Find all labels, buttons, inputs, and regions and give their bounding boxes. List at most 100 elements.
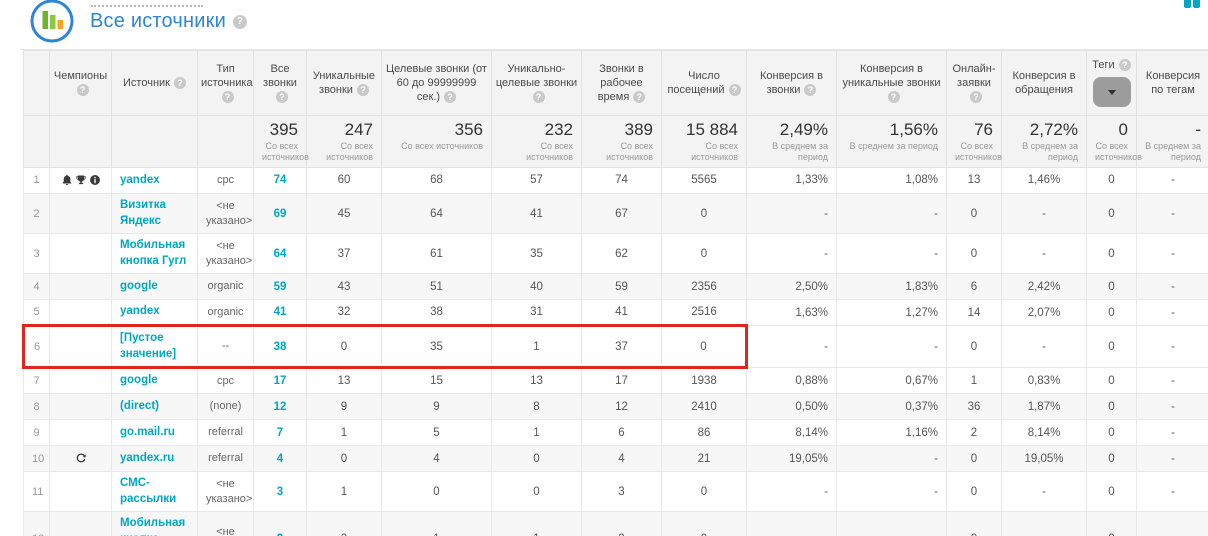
summary-row: 395 Со всех источников 247 Со всех источник… — [23, 115, 1208, 168]
source-cell: Мобильная кнопка Общая — [111, 511, 198, 536]
cell-conv_calls: 1,63% — [746, 299, 837, 327]
cell-all_calls[interactable]: 2 — [253, 511, 307, 536]
help-icon[interactable]: ? — [1118, 59, 1131, 72]
help-icon[interactable]: ? — [444, 91, 457, 104]
cell-conv_unique_calls: - — [836, 471, 947, 513]
source-link[interactable]: yandex.ru — [120, 451, 175, 464]
help-icon[interactable]: ? — [887, 91, 900, 104]
tags-filter-button[interactable] — [1092, 77, 1131, 108]
column-header-source[interactable]: Источник? — [111, 49, 198, 117]
title-help-icon[interactable]: ? — [232, 14, 247, 29]
help-icon[interactable]: ? — [221, 91, 234, 104]
cell-working_hours_calls: 4 — [581, 445, 662, 473]
cell-tags: 0 — [1086, 273, 1137, 301]
column-header-working_hours_calls[interactable]: Звонки в рабочее время? — [581, 49, 662, 117]
trophy-icon[interactable] — [75, 174, 87, 186]
sources-table: Чемпионы? Источник? Тип источника? Все звон… — [22, 49, 1208, 536]
help-icon[interactable]: ? — [532, 91, 545, 104]
row-number: 7 — [23, 367, 50, 395]
source-link[interactable]: Мобильная кнопка Гугл — [120, 239, 187, 267]
cell-all_calls[interactable]: 3 — [253, 471, 307, 513]
cell-all_calls[interactable]: 69 — [253, 192, 307, 235]
source-link[interactable]: СМС-рассылки — [120, 477, 177, 505]
column-header-conv_tags[interactable]: Конверсия по тегам — [1136, 49, 1208, 117]
medal-icon[interactable] — [89, 174, 101, 186]
source-link[interactable]: yandex — [120, 173, 160, 186]
column-header-source_type[interactable]: Тип источника? — [197, 49, 254, 117]
column-header-all_calls[interactable]: Все звонки? — [253, 49, 307, 117]
cell-unique_target_calls: 35 — [491, 233, 582, 275]
cell-conv_appeals: - — [1001, 325, 1087, 369]
column-header-unique_target_calls[interactable]: Уникально-целевые звонки? — [491, 49, 582, 117]
row-number: 12 — [23, 511, 50, 536]
cell-unique_calls: 32 — [306, 299, 382, 327]
cell-unique_target_calls: 1 — [491, 511, 582, 536]
summary-value: 395 — [269, 120, 298, 140]
cell-all_calls[interactable]: 4 — [253, 445, 307, 473]
source-link[interactable]: yandex — [120, 305, 160, 318]
column-header-visits[interactable]: Число посещений? — [661, 49, 747, 117]
source-link[interactable]: (direct) — [120, 399, 159, 412]
column-label: Тип источника — [201, 62, 253, 89]
column-label: Теги — [1092, 59, 1115, 71]
column-header-unique_calls[interactable]: Уникальные звонки? — [306, 49, 382, 117]
source-link[interactable]: google — [120, 374, 158, 387]
summary-cell-num — [23, 115, 50, 168]
source-link[interactable]: [Пустое значение] — [120, 332, 177, 360]
refresh-icon[interactable] — [75, 453, 87, 465]
cell-working_hours_calls: 62 — [581, 233, 662, 275]
help-icon[interactable]: ? — [173, 77, 186, 90]
cell-conv_unique_calls: - — [836, 233, 947, 275]
cell-conv_calls: - — [746, 471, 837, 513]
cell-all_calls[interactable]: 41 — [253, 299, 307, 327]
bell-icon[interactable] — [61, 174, 73, 186]
cell-all_calls[interactable]: 12 — [253, 393, 307, 421]
table-row-5: 5 yandex organic 41 32 38 31 41 2516 1,63% 1,27% 14… — [23, 299, 1208, 327]
column-header-champions[interactable]: Чемпионы? — [49, 49, 112, 117]
cell-all_calls[interactable]: 7 — [253, 419, 307, 447]
cell-unique_calls: 37 — [306, 233, 382, 275]
cell-all_calls[interactable]: 74 — [253, 166, 307, 194]
source-link[interactable]: Визитка Яндекс — [120, 198, 166, 227]
cell-conv_tags: - — [1136, 445, 1208, 473]
help-icon[interactable]: ? — [633, 91, 646, 104]
summary-cell-tags: 0 Со всех источников — [1086, 115, 1142, 168]
cell-all_calls[interactable]: 38 — [253, 324, 307, 370]
column-header-online_leads[interactable]: Онлайн-заявки? — [946, 49, 1002, 117]
cell-target_calls: 61 — [381, 233, 492, 275]
column-header-target_calls[interactable]: Целевые звонки (от 60 до 99999999 сек.)? — [381, 49, 492, 117]
column-label: Целевые звонки (от 60 до 99999999 сек.) — [386, 62, 487, 104]
cell-conv_unique_calls: 1,16% — [836, 419, 947, 447]
source-link[interactable]: google — [120, 279, 158, 292]
source-type: (none) — [197, 393, 254, 421]
source-link[interactable]: go.mail.ru — [120, 425, 175, 438]
column-header-conv_appeals[interactable]: Конверсия в обращения — [1001, 49, 1087, 117]
cell-all_calls[interactable]: 17 — [253, 367, 307, 395]
help-icon[interactable]: ? — [76, 84, 89, 97]
column-label: Число посещений — [667, 69, 725, 97]
champions-cell — [49, 471, 112, 513]
cell-visits: 21 — [661, 445, 747, 473]
cell-all_calls[interactable]: 59 — [253, 273, 307, 301]
help-icon[interactable]: ? — [804, 84, 817, 97]
help-icon[interactable]: ? — [970, 91, 982, 104]
source-link[interactable]: Мобильная кнопка Общая — [120, 517, 186, 536]
source-type: <не указано> — [197, 192, 254, 235]
summary-caption: В среднем за период — [1145, 141, 1201, 162]
cell-unique_target_calls: 1 — [491, 419, 582, 447]
row-number: 6 — [22, 324, 50, 370]
cell-all_calls[interactable]: 64 — [253, 233, 307, 275]
source-cell: (direct) — [111, 393, 198, 421]
source-cell: СМС-рассылки — [111, 471, 198, 513]
column-header-conv_unique_calls[interactable]: Конверсия в уникальные звонки? — [836, 49, 947, 117]
source-type: organic — [197, 299, 254, 327]
column-header-tags[interactable]: Теги? — [1086, 49, 1137, 117]
source-type: cpc — [197, 367, 254, 395]
help-icon[interactable]: ? — [276, 91, 288, 104]
columns-icon[interactable] — [1182, 0, 1202, 9]
summary-value: 1,56% — [889, 120, 938, 140]
help-icon[interactable]: ? — [728, 84, 741, 97]
help-icon[interactable]: ? — [356, 84, 369, 97]
cell-target_calls: 35 — [381, 324, 492, 370]
column-header-conv_calls[interactable]: Конверсия в звонки? — [746, 49, 837, 117]
